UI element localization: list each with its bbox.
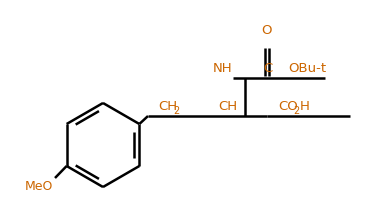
Text: OBu-t: OBu-t bbox=[288, 62, 326, 75]
Text: 2: 2 bbox=[293, 106, 299, 116]
Text: CH: CH bbox=[158, 101, 177, 114]
Text: H: H bbox=[300, 101, 310, 114]
Text: O: O bbox=[262, 23, 272, 36]
Text: CO: CO bbox=[278, 101, 298, 114]
Text: MeO: MeO bbox=[25, 180, 53, 193]
Text: NH: NH bbox=[213, 62, 233, 75]
Text: CH: CH bbox=[218, 101, 237, 114]
Text: C: C bbox=[263, 62, 272, 75]
Text: 2: 2 bbox=[173, 106, 179, 116]
